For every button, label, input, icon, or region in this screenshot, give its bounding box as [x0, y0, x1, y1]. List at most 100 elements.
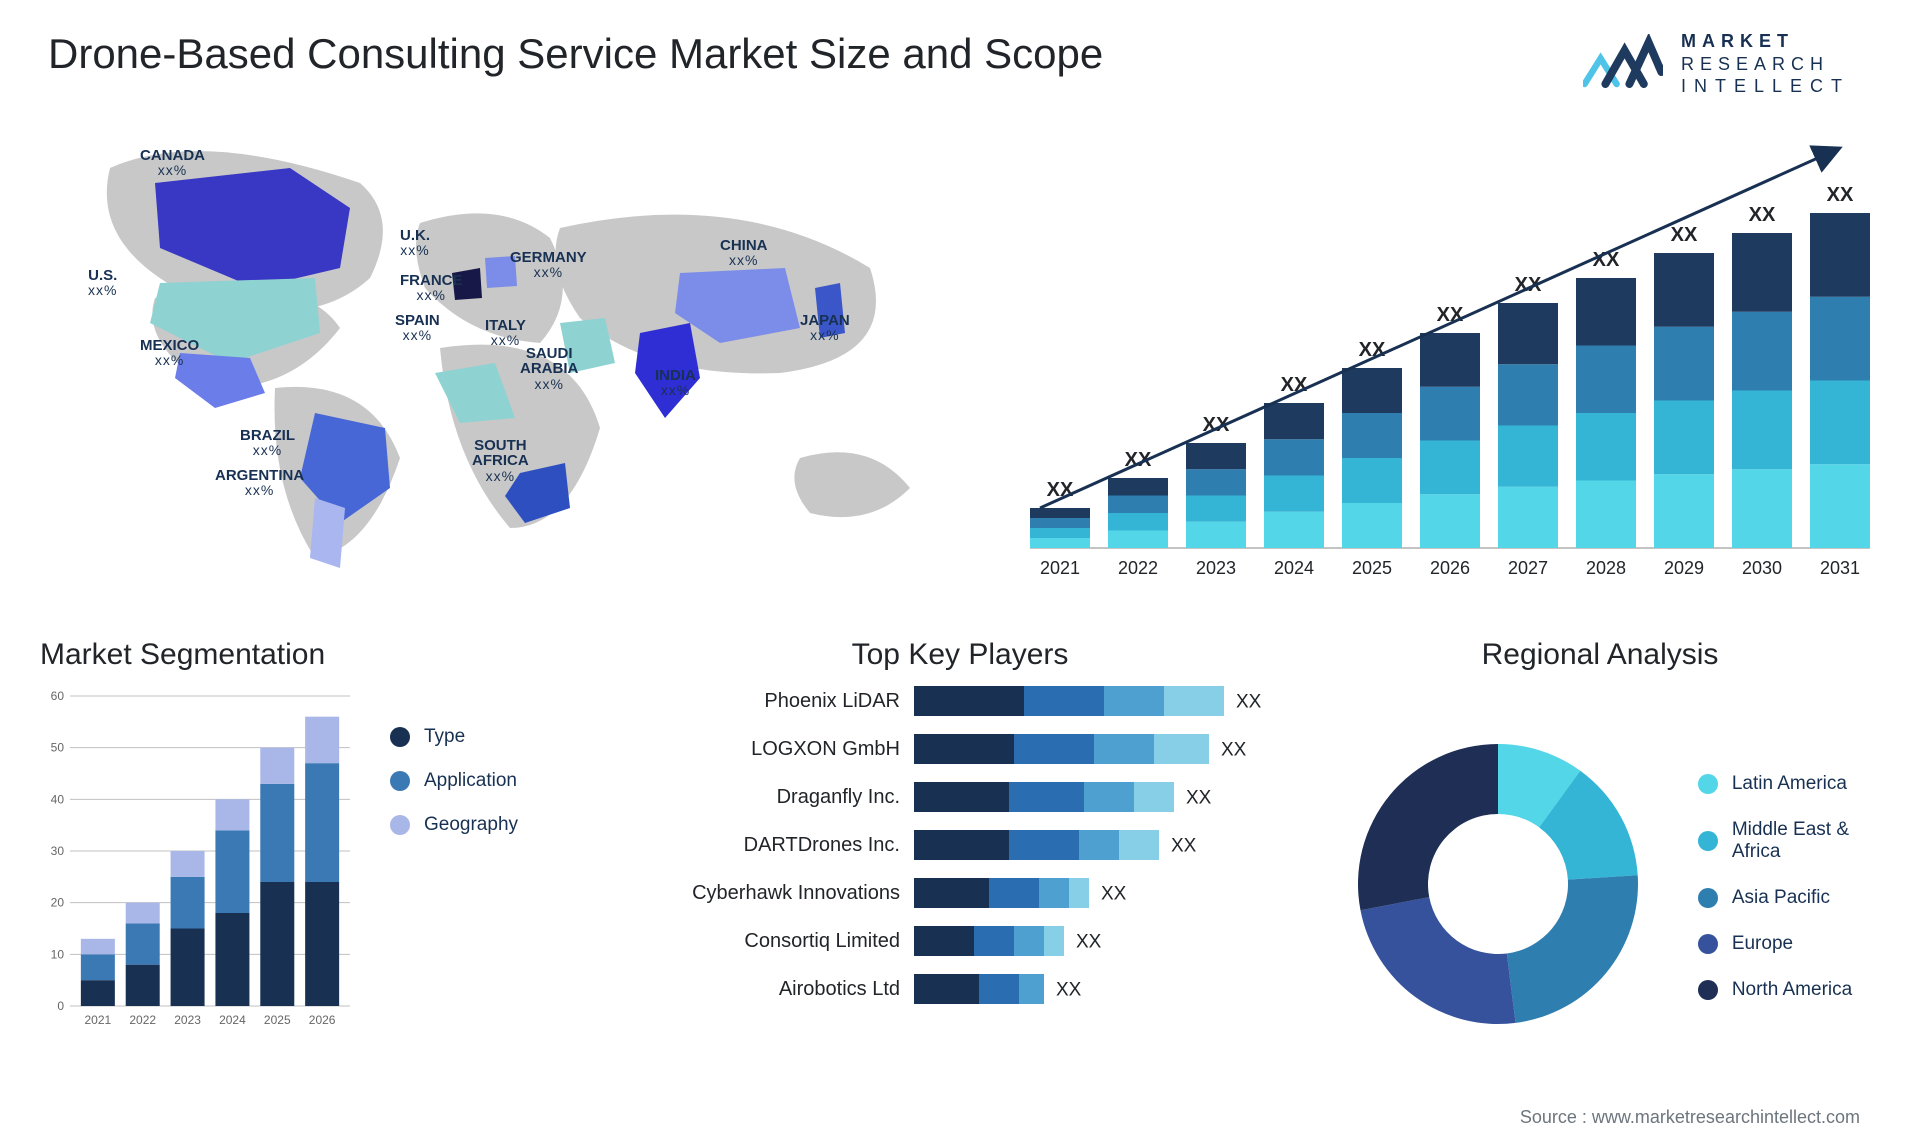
growth-year-label: 2031: [1820, 558, 1860, 578]
region-legend-item: Middle East &Africa: [1698, 819, 1852, 863]
legend-dot-icon: [1698, 774, 1718, 794]
segmentation-chart: 0102030405060202120222023202420252026: [40, 686, 360, 1088]
map-label-spain: SPAINxx%: [395, 313, 440, 343]
seg-bar: [81, 954, 115, 980]
player-value-label: XX: [1101, 883, 1127, 904]
map-label-china: CHINAxx%: [720, 238, 768, 268]
donut-slice: [1507, 875, 1638, 1023]
seg-bar: [171, 928, 205, 1006]
key-players-labels: Phoenix LiDARLOGXON GmbHDraganfly Inc.DA…: [640, 686, 900, 1041]
growth-bar-2026-seg2: [1420, 386, 1480, 440]
player-bar: [1104, 686, 1164, 716]
seg-bar: [305, 882, 339, 1006]
growth-bar-2023-seg0: [1186, 521, 1246, 547]
seg-bar: [171, 876, 205, 928]
seg-year: 2026: [309, 1013, 336, 1027]
growth-bar-2025-seg1: [1342, 458, 1402, 503]
growth-bar-2028-seg2: [1576, 345, 1636, 413]
svg-text:50: 50: [51, 740, 65, 754]
player-bar: [914, 926, 974, 956]
brand-mark-icon: [1583, 34, 1663, 94]
growth-bar-2026-seg1: [1420, 440, 1480, 494]
seg-year: 2025: [264, 1013, 291, 1027]
map-label-u-k-: U.K.xx%: [400, 228, 430, 258]
seg-bar: [171, 851, 205, 877]
growth-bar-2029-seg0: [1654, 474, 1714, 548]
growth-bar-2025-seg3: [1342, 368, 1402, 413]
growth-year-label: 2025: [1352, 558, 1392, 578]
growth-bar-2030-seg1: [1732, 390, 1792, 469]
player-bar: [1044, 926, 1064, 956]
donut-slice: [1358, 744, 1498, 910]
legend-dot-icon: [390, 771, 410, 791]
growth-bar-2022-seg0: [1108, 530, 1168, 548]
growth-bar-2031-seg2: [1810, 296, 1870, 380]
growth-bar-2027-seg2: [1498, 364, 1558, 425]
map-label-south-africa: SOUTHAFRICAxx%: [472, 438, 529, 484]
svg-text:30: 30: [51, 844, 65, 858]
map-label-italy: ITALYxx%: [485, 318, 526, 348]
player-value-label: XX: [1221, 739, 1247, 760]
seg-year: 2021: [85, 1013, 112, 1027]
player-bar: [914, 782, 1009, 812]
player-value-label: XX: [1236, 691, 1262, 712]
growth-bar-2023-seg3: [1186, 443, 1246, 469]
seg-legend-label: Application: [424, 770, 517, 792]
legend-dot-icon: [1698, 980, 1718, 1000]
bottom-row: Market Segmentation 01020304050602021202…: [40, 638, 1880, 1088]
player-bar: [1024, 686, 1104, 716]
player-bar: [979, 974, 1019, 1004]
svg-text:0: 0: [57, 999, 64, 1013]
map-label-germany: GERMANYxx%: [510, 250, 587, 280]
brand-line3: INTELLECT: [1681, 75, 1850, 98]
growth-bar-2026-seg3: [1420, 333, 1480, 387]
player-value-label: XX: [1076, 931, 1102, 952]
regional-legend: Latin AmericaMiddle East &AfricaAsia Pac…: [1698, 773, 1852, 1001]
page-title: Drone-Based Consulting Service Market Si…: [40, 30, 1103, 78]
growth-year-label: 2030: [1742, 558, 1782, 578]
regional-title: Regional Analysis: [1320, 638, 1880, 672]
region-legend-label: Middle East &Africa: [1732, 819, 1849, 863]
seg-bar: [81, 980, 115, 1006]
growth-bar-2031-seg1: [1810, 380, 1870, 464]
growth-bar-2027-seg1: [1498, 425, 1558, 486]
seg-bar: [305, 763, 339, 882]
brand-line1: MARKET: [1681, 30, 1850, 53]
svg-text:20: 20: [51, 895, 65, 909]
legend-dot-icon: [390, 727, 410, 747]
seg-bar: [215, 799, 249, 830]
growth-bar-2024-seg1: [1264, 475, 1324, 511]
growth-year-label: 2029: [1664, 558, 1704, 578]
svg-text:60: 60: [51, 689, 65, 703]
player-bar: [914, 878, 989, 908]
growth-bar-2027-seg3: [1498, 303, 1558, 364]
player-bar: [1164, 686, 1224, 716]
seg-bar: [215, 913, 249, 1006]
growth-bar-2031-seg3: [1810, 213, 1870, 297]
player-value-label: XX: [1171, 835, 1197, 856]
map-label-saudi-arabia: SAUDIARABIAxx%: [520, 346, 578, 392]
legend-dot-icon: [1698, 888, 1718, 908]
map-label-argentina: ARGENTINAxx%: [215, 468, 304, 498]
map-label-france: FRANCExx%: [400, 273, 463, 303]
growth-year-label: 2027: [1508, 558, 1548, 578]
player-bar: [1009, 782, 1084, 812]
player-bar: [974, 926, 1014, 956]
player-bar: [914, 830, 1009, 860]
player-name: Airobotics Ltd: [640, 974, 900, 1004]
growth-bar-2028-seg1: [1576, 413, 1636, 481]
growth-bar-label: XX: [1749, 204, 1776, 226]
growth-year-label: 2024: [1274, 558, 1314, 578]
growth-chart-panel: XX2021XX2022XX2023XX2024XX2025XX2026XX20…: [1010, 128, 1880, 588]
player-bar: [1084, 782, 1134, 812]
brand-text: MARKET RESEARCH INTELLECT: [1681, 30, 1850, 98]
growth-bar-2027-seg0: [1498, 486, 1558, 547]
map-region-argentina: [310, 498, 345, 568]
player-bar: [989, 878, 1039, 908]
growth-year-label: 2023: [1196, 558, 1236, 578]
seg-bar: [81, 938, 115, 954]
growth-bar-label: XX: [1671, 224, 1698, 246]
seg-legend-item: Geography: [390, 814, 518, 836]
player-bar: [1014, 926, 1044, 956]
map-label-mexico: MEXICOxx%: [140, 338, 199, 368]
